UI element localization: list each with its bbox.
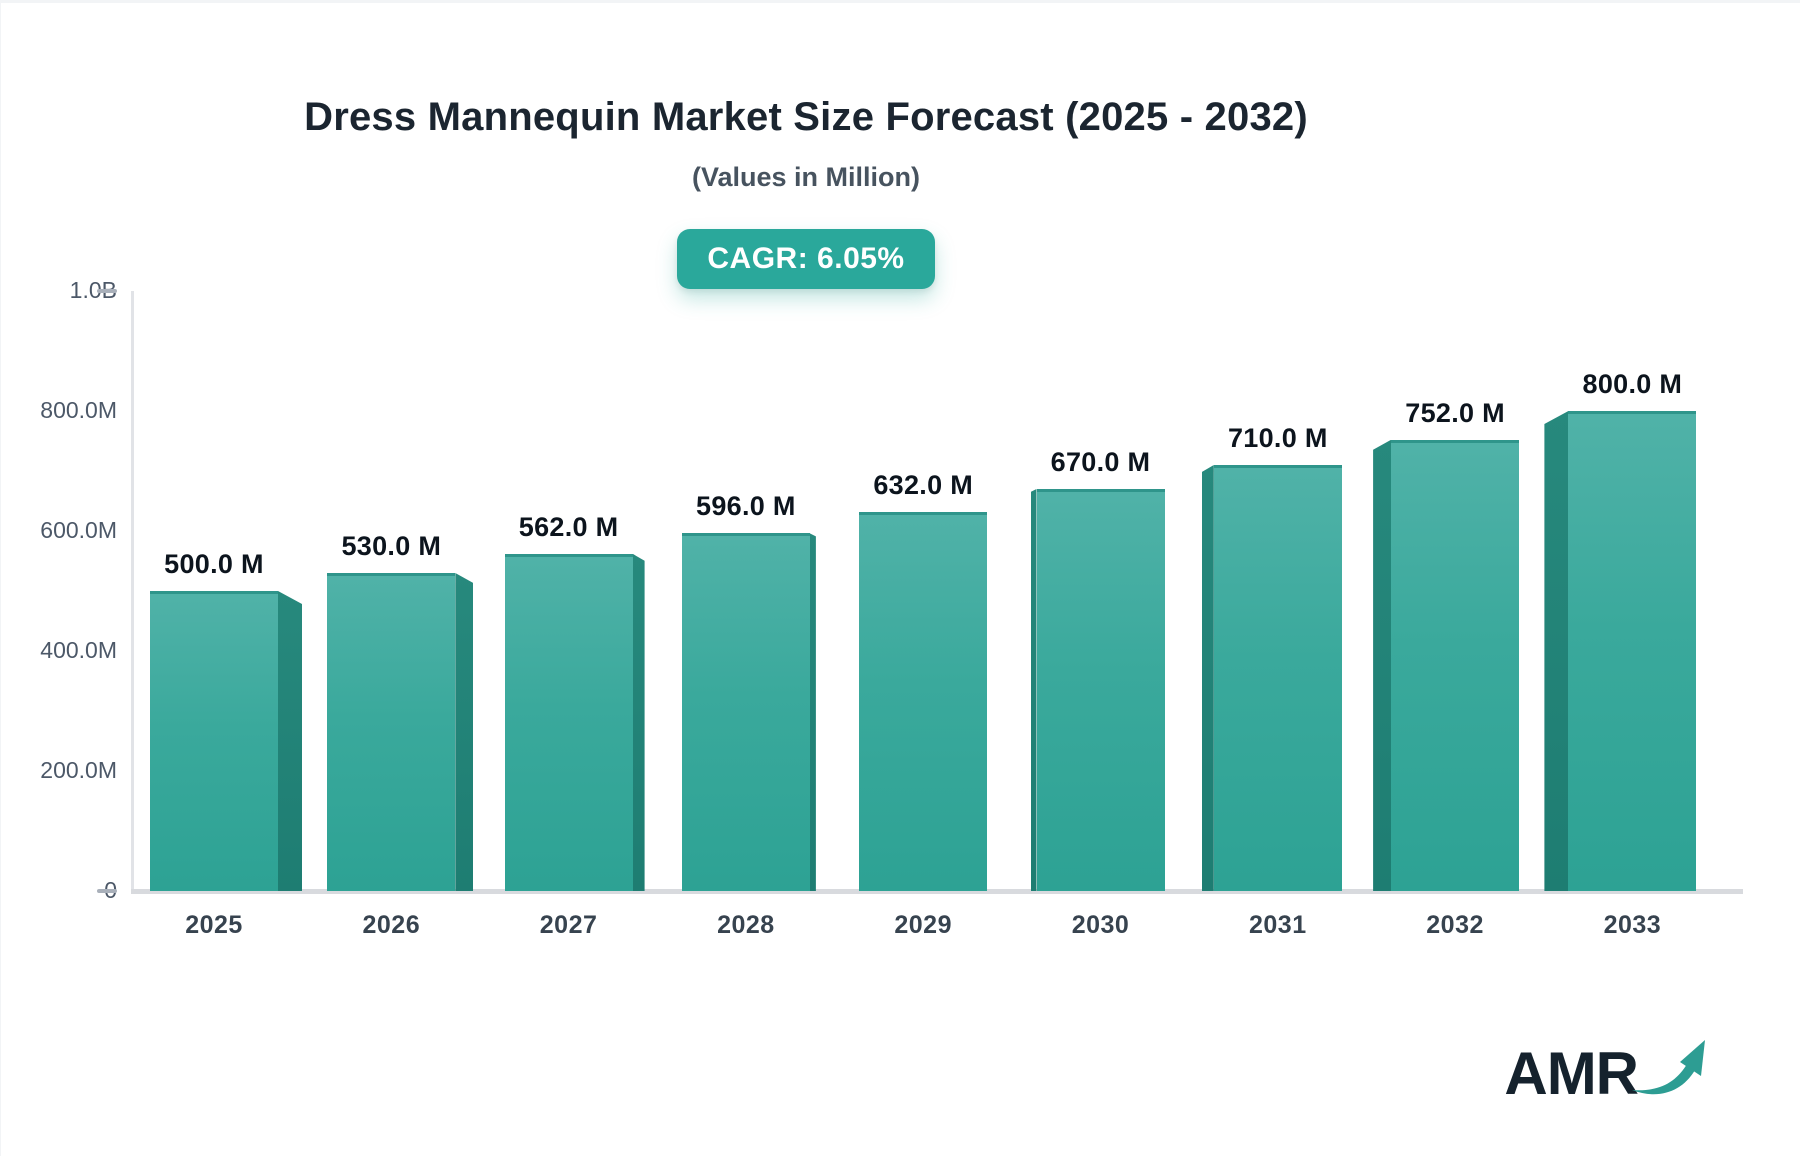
x-axis-category-label: 2025 (185, 911, 243, 939)
growth-arrow-icon (1632, 1040, 1705, 1095)
x-axis-category-label: 2027 (539, 911, 598, 939)
bar-value-label: 800.0 M (1582, 369, 1683, 399)
bar-3d-side-2031 (1201, 465, 1214, 891)
bar-3d-side-2027 (632, 553, 645, 891)
chart-title: Dress Mannequin Market Size Forecast (20… (304, 95, 1308, 139)
cagr-badge: CAGR: 6.05% (677, 229, 935, 289)
bar-value-label: 530.0 M (341, 531, 442, 561)
y-axis-tick-label: 800.0M (40, 397, 117, 423)
x-axis-category-label: 2030 (1071, 911, 1130, 939)
bar-2027 (504, 553, 633, 891)
bar-value-label: 562.0 M (518, 511, 619, 542)
x-axis-category-label: 2032 (1426, 911, 1484, 939)
x-axis-category-label: 2028 (717, 911, 775, 939)
bar-value-label: 710.0 M (1227, 423, 1328, 453)
bar-3d-side-2028 (809, 533, 816, 891)
bar-3d-side-2026 (455, 573, 474, 891)
amr-logo-text: AMR (1504, 1040, 1639, 1107)
x-axis-category-label: 2029 (894, 911, 952, 939)
bar-2029 (859, 511, 988, 891)
chart-header: Dress Mannequin Market Size Forecast (20… (1, 3, 1611, 289)
y-axis-tick-label: 200.0M (40, 757, 117, 783)
y-axis-tick-label: 600.0M (40, 517, 117, 543)
y-axis-tick-label: 400.0M (40, 637, 117, 663)
bar-value-label: 752.0 M (1405, 397, 1505, 428)
bar-2025 (150, 591, 278, 891)
bar-3d-side-2025 (278, 591, 302, 891)
bar-3d-side-2033 (1544, 411, 1569, 891)
y-axis-tick-mark (97, 889, 117, 893)
x-axis-category-label: 2026 (362, 911, 421, 939)
amr-logo: AMR (1504, 1036, 1708, 1104)
bar-2033 (1568, 411, 1697, 891)
bar-value-label: 500.0 M (164, 549, 264, 579)
bar-2030 (1036, 489, 1165, 891)
bar-value-label: 596.0 M (696, 491, 796, 522)
y-axis-line (131, 291, 134, 891)
x-axis-category-label: 2031 (1248, 911, 1307, 939)
x-axis-baseline (131, 889, 1743, 894)
bar-value-label: 670.0 M (1050, 447, 1151, 477)
bar-2031 (1213, 465, 1342, 891)
bar-2028 (681, 533, 810, 891)
y-axis-tick-mark (97, 289, 117, 293)
bar-value-label: 632.0 M (873, 469, 974, 500)
chart-subtitle: (Values in Million) (691, 162, 921, 192)
bar-2032 (1391, 439, 1520, 891)
bar-3d-side-2030 (1030, 489, 1037, 891)
x-axis-category-label: 2033 (1603, 911, 1662, 939)
bar-2026 (327, 573, 456, 891)
bar-3d-side-2032 (1373, 439, 1392, 891)
